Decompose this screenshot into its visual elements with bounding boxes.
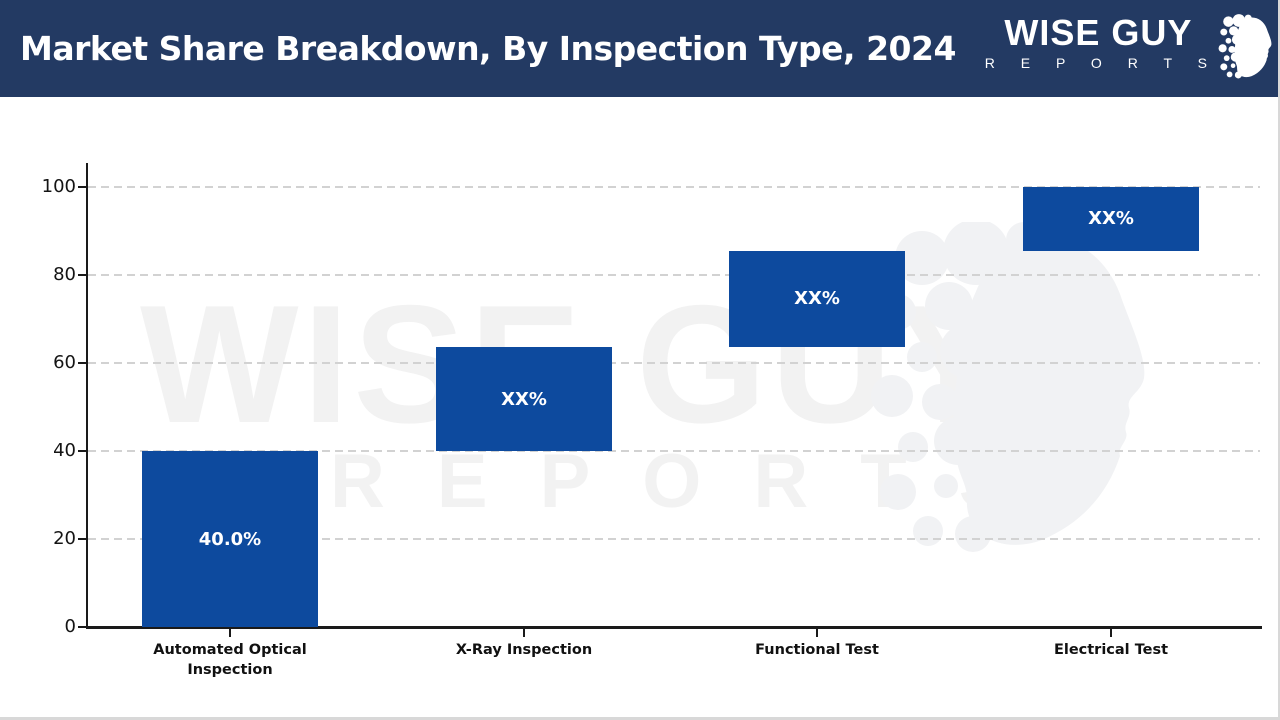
x-tick-mark xyxy=(229,629,231,637)
y-tick-label: 80 xyxy=(53,264,76,285)
bar-value-label: XX% xyxy=(794,288,840,310)
x-axis-label: Functional Test xyxy=(755,642,879,658)
x-tick-mark xyxy=(523,629,525,637)
bar: 40.0% xyxy=(142,451,318,627)
gridline xyxy=(88,186,1260,188)
y-tick-mark xyxy=(78,362,86,364)
x-axis-label: Electrical Test xyxy=(1053,642,1169,658)
y-tick-label: 100 xyxy=(41,176,76,197)
y-tick-mark xyxy=(78,450,86,452)
y-tick-label: 60 xyxy=(53,352,76,373)
y-axis-line xyxy=(86,163,88,628)
x-tick-mark xyxy=(816,629,818,637)
y-tick-label: 20 xyxy=(53,528,76,549)
y-tick-label: 0 xyxy=(64,616,76,637)
y-tick-label: 40 xyxy=(53,440,76,461)
bar-value-label: XX% xyxy=(501,388,547,410)
bar-value-label: 40.0% xyxy=(198,528,262,550)
bar: XX% xyxy=(436,347,612,451)
logo-wordmark: WISE GUY xyxy=(1004,12,1193,53)
logo: WISE GUY R E P O R T S xyxy=(979,14,1218,71)
bar-value-label: XX% xyxy=(1088,208,1134,230)
gridline xyxy=(88,538,1260,540)
y-tick-mark xyxy=(78,626,86,628)
y-tick-mark xyxy=(78,186,86,188)
logo-reports-line: R E P O R T S xyxy=(984,54,1218,71)
bar: XX% xyxy=(1023,187,1199,251)
logo-head-icon xyxy=(1218,14,1272,79)
page-title: Market Share Breakdown, By Inspection Ty… xyxy=(20,29,956,68)
x-tick-mark xyxy=(1110,629,1112,637)
header-banner: Market Share Breakdown, By Inspection Ty… xyxy=(0,0,1278,97)
y-tick-mark xyxy=(78,538,86,540)
gridline xyxy=(88,274,1260,276)
bar: XX% xyxy=(729,250,905,348)
x-axis-line xyxy=(86,626,1262,629)
x-axis-label: Automated Optical Inspection xyxy=(153,642,307,679)
gridline xyxy=(88,362,1260,364)
y-tick-mark xyxy=(78,274,86,276)
x-axis-label: X-Ray Inspection xyxy=(455,642,593,658)
gridline xyxy=(88,450,1260,452)
